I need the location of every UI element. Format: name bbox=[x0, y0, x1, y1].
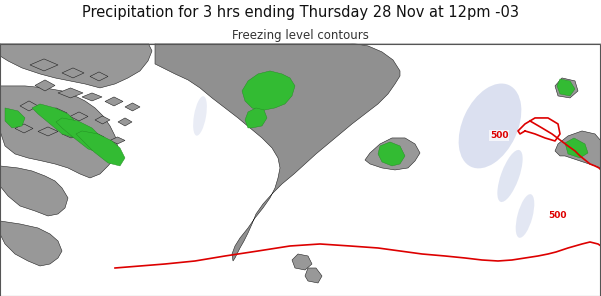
Text: 500: 500 bbox=[548, 211, 567, 220]
Ellipse shape bbox=[459, 83, 521, 168]
Polygon shape bbox=[110, 137, 125, 144]
Polygon shape bbox=[88, 133, 104, 141]
Polygon shape bbox=[155, 43, 400, 261]
Polygon shape bbox=[90, 72, 108, 81]
Polygon shape bbox=[35, 80, 55, 91]
Polygon shape bbox=[245, 108, 267, 128]
Polygon shape bbox=[378, 142, 405, 166]
Polygon shape bbox=[76, 131, 125, 166]
Polygon shape bbox=[30, 59, 58, 71]
Polygon shape bbox=[38, 127, 58, 136]
Polygon shape bbox=[58, 88, 83, 98]
Polygon shape bbox=[557, 79, 575, 96]
Polygon shape bbox=[70, 112, 88, 121]
Polygon shape bbox=[20, 101, 38, 111]
Polygon shape bbox=[125, 103, 140, 111]
Polygon shape bbox=[555, 78, 578, 98]
Polygon shape bbox=[555, 131, 601, 168]
Text: Freezing level contours: Freezing level contours bbox=[232, 29, 369, 42]
Polygon shape bbox=[118, 118, 132, 126]
Polygon shape bbox=[365, 138, 420, 170]
Polygon shape bbox=[32, 104, 80, 138]
Polygon shape bbox=[105, 97, 123, 106]
Polygon shape bbox=[565, 138, 588, 158]
Polygon shape bbox=[82, 93, 102, 101]
Text: Precipitation for 3 hrs ending Thursday 28 Nov at 12pm -03: Precipitation for 3 hrs ending Thursday … bbox=[82, 5, 519, 20]
Polygon shape bbox=[5, 108, 25, 128]
Polygon shape bbox=[62, 68, 84, 78]
Polygon shape bbox=[0, 221, 62, 266]
Text: 500: 500 bbox=[490, 131, 508, 140]
Ellipse shape bbox=[193, 96, 207, 136]
Polygon shape bbox=[0, 166, 68, 216]
Polygon shape bbox=[242, 71, 295, 111]
Polygon shape bbox=[45, 108, 67, 118]
Polygon shape bbox=[95, 116, 110, 124]
Polygon shape bbox=[62, 130, 80, 138]
Polygon shape bbox=[292, 254, 312, 270]
Polygon shape bbox=[0, 43, 152, 88]
Polygon shape bbox=[15, 124, 33, 133]
Polygon shape bbox=[56, 118, 105, 153]
Ellipse shape bbox=[516, 194, 534, 238]
Polygon shape bbox=[0, 86, 118, 178]
Polygon shape bbox=[305, 268, 322, 283]
Ellipse shape bbox=[498, 150, 523, 202]
